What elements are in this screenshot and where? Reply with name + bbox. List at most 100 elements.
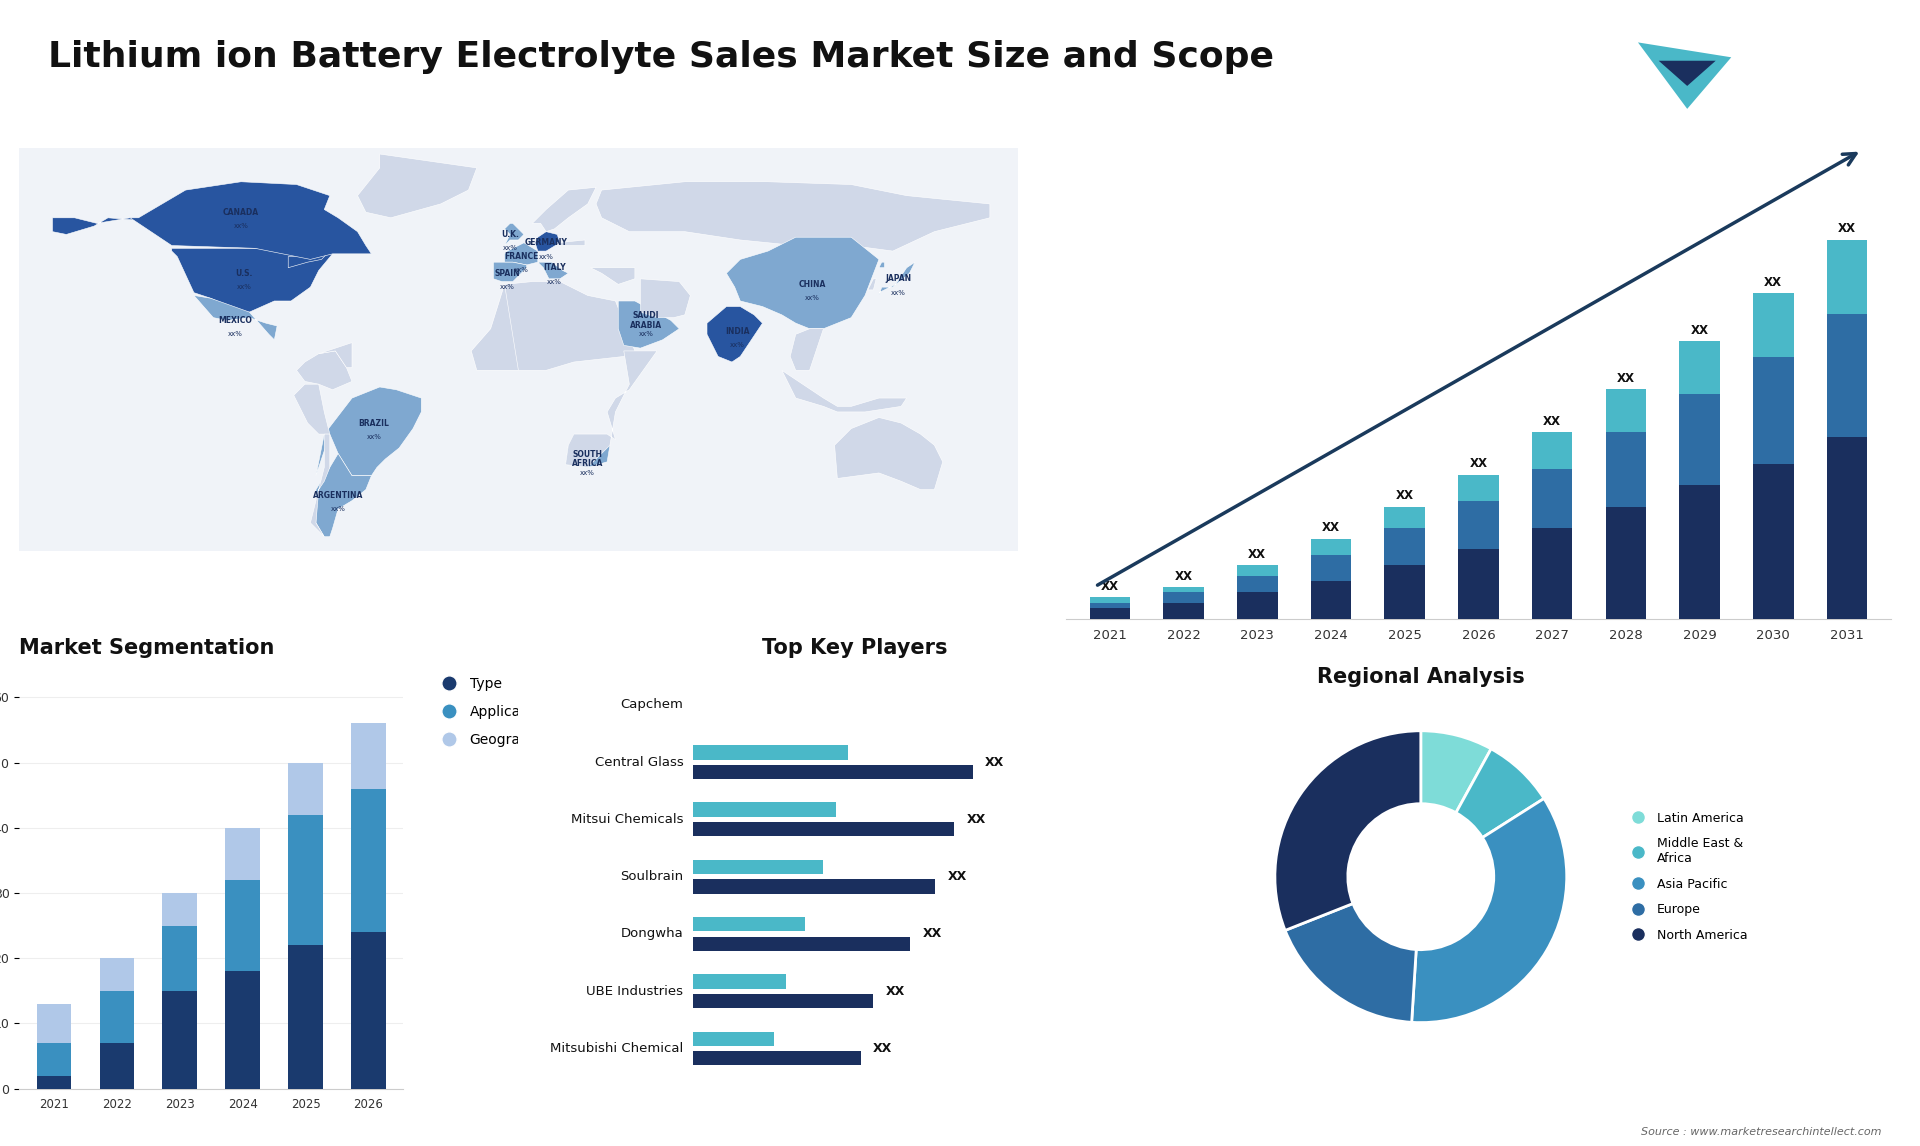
Text: xx%: xx% (234, 223, 248, 229)
Polygon shape (493, 262, 526, 282)
Text: Mitsui Chemicals: Mitsui Chemicals (570, 813, 684, 826)
Text: XX: XX (885, 984, 904, 998)
Bar (1236, 565, 1277, 576)
Polygon shape (505, 243, 538, 265)
Text: XX: XX (1396, 489, 1413, 502)
Polygon shape (505, 223, 524, 245)
Text: JAPAN: JAPAN (885, 274, 912, 283)
Polygon shape (566, 351, 657, 468)
Polygon shape (470, 282, 636, 370)
Wedge shape (1284, 903, 1417, 1022)
Text: XX: XX (1617, 371, 1634, 385)
Bar (225, 972, 259, 1089)
Bar (1384, 528, 1425, 565)
Text: xx%: xx% (499, 284, 515, 290)
Polygon shape (1659, 61, 1716, 86)
Polygon shape (470, 284, 518, 370)
Text: xx%: xx% (804, 296, 820, 301)
Text: XX: XX (1690, 324, 1709, 337)
Bar (36, 1076, 71, 1089)
Bar (351, 788, 386, 932)
Bar (1164, 603, 1204, 619)
Text: xx%: xx% (540, 253, 553, 260)
Bar (1089, 609, 1131, 619)
Bar (1753, 464, 1793, 619)
Text: CHINA: CHINA (799, 280, 826, 289)
Bar (1753, 358, 1793, 464)
Polygon shape (194, 296, 276, 340)
Text: XX: XX (966, 813, 985, 826)
Bar (1680, 342, 1720, 394)
Polygon shape (52, 218, 157, 235)
Bar (1089, 603, 1131, 609)
Polygon shape (879, 262, 916, 296)
Legend: Latin America, Middle East &
Africa, Asia Pacific, Europe, North America: Latin America, Middle East & Africa, Asi… (1620, 807, 1753, 947)
Bar (1605, 507, 1645, 619)
Bar (693, 917, 804, 932)
Title: Top Key Players: Top Key Players (762, 637, 947, 658)
Polygon shape (591, 268, 636, 284)
Bar (1532, 528, 1572, 619)
Polygon shape (566, 434, 611, 468)
Bar (1826, 437, 1868, 619)
Title: Regional Analysis: Regional Analysis (1317, 667, 1524, 688)
Text: xx%: xx% (236, 284, 252, 290)
Text: xx%: xx% (547, 278, 563, 284)
Bar (693, 764, 973, 779)
Bar (100, 958, 134, 991)
Bar (225, 880, 259, 972)
Bar (693, 974, 785, 989)
Text: xx%: xx% (515, 267, 528, 274)
Text: XX: XX (985, 755, 1004, 769)
Wedge shape (1455, 748, 1544, 838)
Text: XX: XX (1323, 521, 1340, 534)
Bar (100, 991, 134, 1043)
Bar (693, 879, 935, 894)
Polygon shape (879, 262, 885, 268)
Polygon shape (868, 278, 876, 290)
Text: xx%: xx% (891, 290, 906, 296)
Polygon shape (532, 187, 595, 231)
Text: U.K.: U.K. (501, 230, 518, 238)
Bar (36, 1043, 71, 1076)
Bar (163, 926, 198, 991)
Text: FRANCE: FRANCE (503, 252, 538, 261)
Text: MARKET: MARKET (1778, 54, 1820, 63)
Bar (693, 1051, 860, 1066)
Polygon shape (171, 249, 332, 312)
Text: XX: XX (1544, 415, 1561, 427)
Polygon shape (311, 434, 330, 536)
Bar (1826, 314, 1868, 437)
Polygon shape (357, 154, 476, 218)
Bar (1680, 485, 1720, 619)
Bar (1457, 501, 1500, 549)
Bar (1089, 597, 1131, 603)
Bar (351, 723, 386, 788)
Bar (693, 802, 835, 817)
Text: Soulbrain: Soulbrain (620, 870, 684, 884)
Bar (693, 860, 824, 874)
Bar (1236, 592, 1277, 619)
Bar (288, 762, 323, 815)
Text: XX: XX (1469, 457, 1488, 470)
Bar (1457, 474, 1500, 501)
Wedge shape (1421, 731, 1492, 813)
Bar (1164, 592, 1204, 603)
Bar (1753, 293, 1793, 358)
Bar (1236, 576, 1277, 592)
Polygon shape (319, 343, 351, 368)
Bar (288, 945, 323, 1089)
Polygon shape (726, 237, 879, 329)
Text: xx%: xx% (330, 507, 346, 512)
Bar (351, 932, 386, 1089)
Text: CANADA: CANADA (223, 207, 259, 217)
Text: Source : www.marketresearchintellect.com: Source : www.marketresearchintellect.com (1642, 1127, 1882, 1137)
Text: Lithium ion Battery Electrolyte Sales Market Size and Scope: Lithium ion Battery Electrolyte Sales Ma… (48, 40, 1275, 74)
Text: xx%: xx% (503, 245, 518, 251)
Polygon shape (296, 351, 351, 390)
Polygon shape (595, 182, 991, 251)
Bar (1384, 507, 1425, 528)
Text: BRAZIL: BRAZIL (359, 418, 390, 427)
Text: XX: XX (1837, 222, 1857, 235)
Text: UBE Industries: UBE Industries (586, 984, 684, 998)
